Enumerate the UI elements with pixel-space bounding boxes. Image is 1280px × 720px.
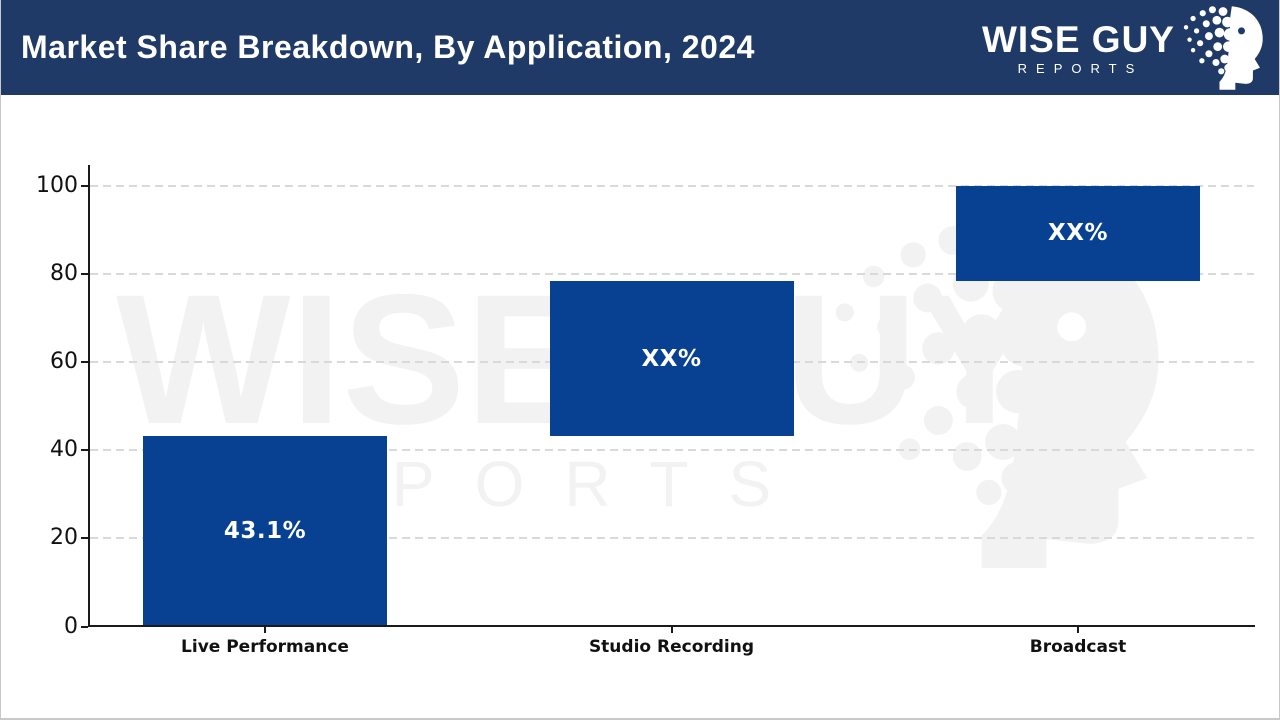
gridline xyxy=(90,272,1254,275)
header: Market Share Breakdown, By Application, … xyxy=(1,0,1279,95)
bar-value-label: 43.1% xyxy=(223,518,307,545)
y-tick-mark xyxy=(81,625,88,628)
brand-logo-text: WISE GUY REPORTS xyxy=(982,21,1175,75)
logo-subtext: REPORTS xyxy=(1017,60,1144,76)
bar-live-performance: 43.1% xyxy=(143,436,387,627)
x-tick-mark xyxy=(1077,627,1079,633)
y-tick-label: 60 xyxy=(50,348,78,374)
bar-value-label: XX% xyxy=(1047,220,1108,247)
brand-logo: WISE GUY REPORTS xyxy=(982,5,1267,90)
gridline xyxy=(90,537,1254,540)
bar-studio-recording: XX% xyxy=(549,280,794,437)
y-tick-mark xyxy=(81,360,88,363)
y-tick-label: 20 xyxy=(50,525,78,551)
y-tick-label: 40 xyxy=(50,437,78,463)
x-tick-mark xyxy=(264,627,266,633)
x-tick-mark xyxy=(670,627,673,633)
y-axis-line xyxy=(88,165,90,627)
x-category-label: Studio Recording xyxy=(588,637,755,657)
bar-broadcast: XX% xyxy=(956,185,1200,281)
y-tick-mark xyxy=(81,449,88,452)
wise-guy-face-icon xyxy=(1183,5,1263,90)
x-category-label: Live Performance xyxy=(181,637,349,657)
y-tick-mark xyxy=(81,184,88,187)
y-tick-mark xyxy=(81,537,88,540)
y-tick-label: 80 xyxy=(50,260,78,286)
gridline xyxy=(90,449,1254,452)
y-tick-label: 0 xyxy=(64,613,78,639)
y-tick-mark xyxy=(81,272,88,275)
logo-wordmark: WISE GUY xyxy=(981,18,1175,60)
x-category-label: Broadcast xyxy=(1029,637,1127,657)
gridline xyxy=(90,184,1254,187)
page-title: Market Share Breakdown, By Application, … xyxy=(21,29,755,65)
bar-value-label: XX% xyxy=(641,345,702,372)
y-tick-label: 100 xyxy=(36,172,78,198)
x-axis-line xyxy=(88,625,1255,627)
